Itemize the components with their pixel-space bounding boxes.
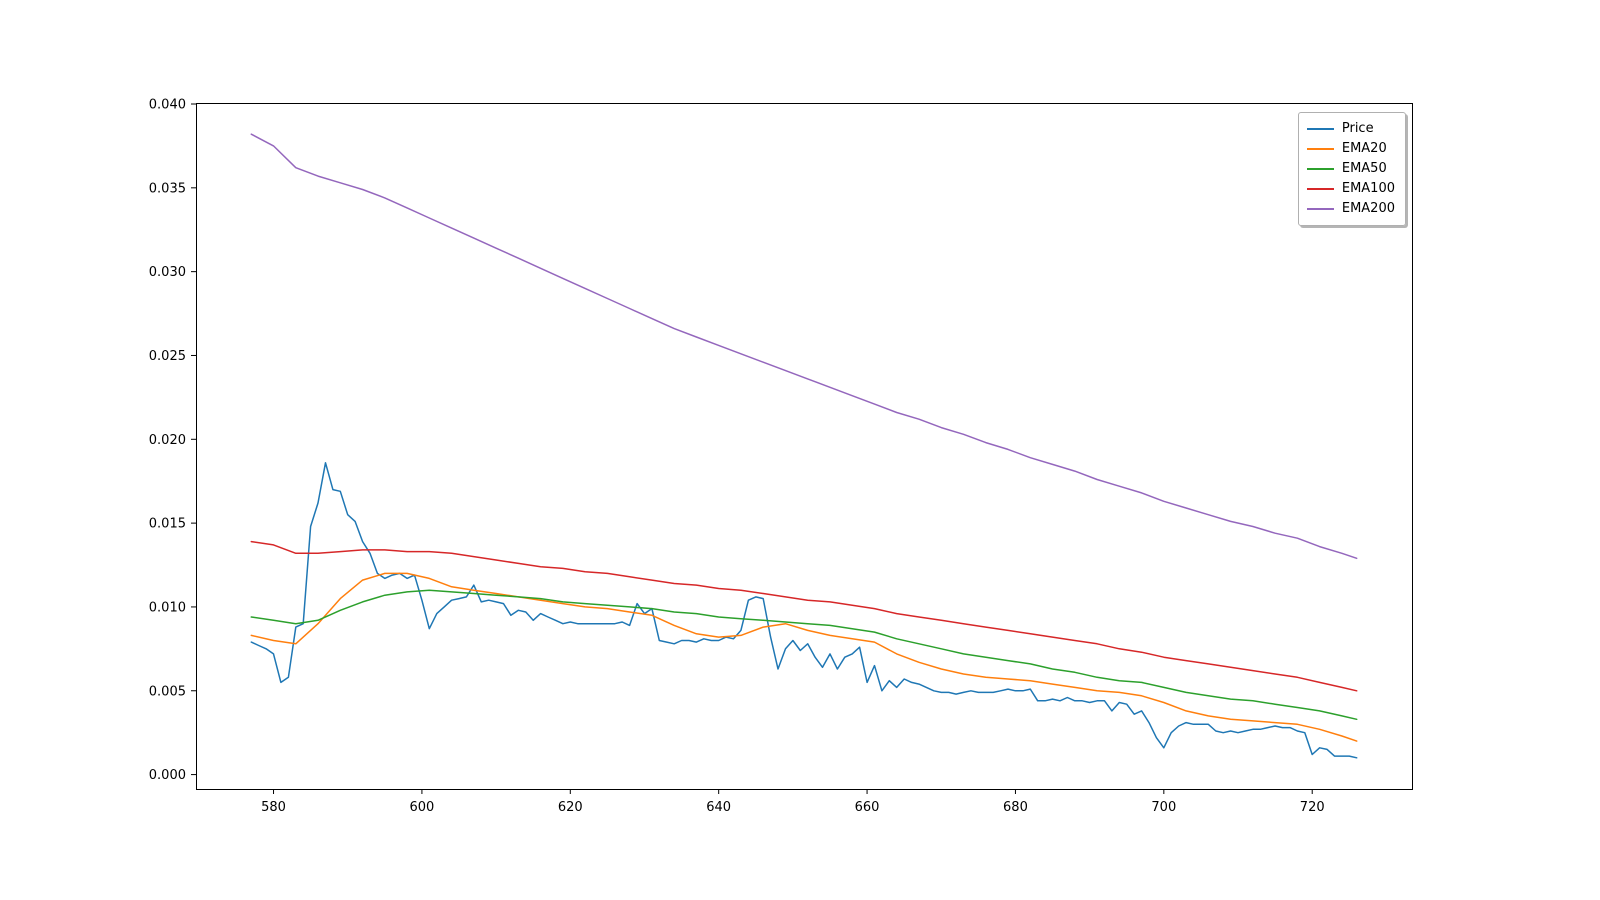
series-line-ema20 — [250, 572, 1358, 742]
x-tick-label: 720 — [1300, 800, 1325, 815]
series-line-ema100 — [250, 540, 1358, 692]
legend-item-ema200: EMA200 — [1306, 199, 1395, 219]
x-tick-label: 600 — [409, 800, 434, 815]
legend-item-ema50: EMA50 — [1306, 159, 1395, 179]
x-tick-label: 680 — [1003, 800, 1028, 815]
x-tick-label: 620 — [558, 800, 583, 815]
legend-line-sample-ema100 — [1306, 188, 1334, 190]
legend-line-sample-ema50 — [1306, 168, 1334, 170]
legend-label-ema100: EMA100 — [1341, 181, 1395, 196]
x-tick-label: 640 — [706, 800, 731, 815]
x-tick-label: 700 — [1151, 800, 1176, 815]
y-tick-label: 0.000 — [149, 768, 186, 783]
y-tick-label: 0.005 — [149, 684, 186, 699]
x-tick-label: 580 — [261, 800, 286, 815]
legend-label-price: Price — [1341, 121, 1374, 136]
series-line-ema200 — [250, 133, 1358, 560]
y-tick-label: 0.010 — [149, 600, 186, 615]
y-tick-label: 0.040 — [149, 98, 186, 113]
series-line-ema50 — [250, 589, 1358, 721]
legend-item-price: Price — [1306, 119, 1395, 139]
y-tick-label: 0.035 — [149, 181, 186, 196]
y-tick-label: 0.025 — [149, 349, 186, 364]
legend-line-sample-price — [1306, 128, 1334, 130]
y-tick-label: 0.020 — [149, 433, 186, 448]
legend: Price EMA20 EMA50 EMA100 EMA200 — [1297, 112, 1406, 226]
legend-item-ema100: EMA100 — [1306, 179, 1395, 199]
legend-line-sample-ema20 — [1306, 148, 1334, 150]
y-tick-label: 0.015 — [149, 517, 186, 532]
x-tick-label: 660 — [855, 800, 880, 815]
axes-frame — [196, 103, 1413, 790]
legend-line-sample-ema200 — [1306, 208, 1334, 210]
legend-label-ema50: EMA50 — [1341, 161, 1387, 176]
legend-label-ema200: EMA200 — [1341, 201, 1395, 216]
y-tick-label: 0.030 — [149, 265, 186, 280]
series-line-price — [250, 462, 1358, 759]
legend-item-ema20: EMA20 — [1306, 139, 1395, 159]
legend-label-ema20: EMA20 — [1341, 141, 1387, 156]
